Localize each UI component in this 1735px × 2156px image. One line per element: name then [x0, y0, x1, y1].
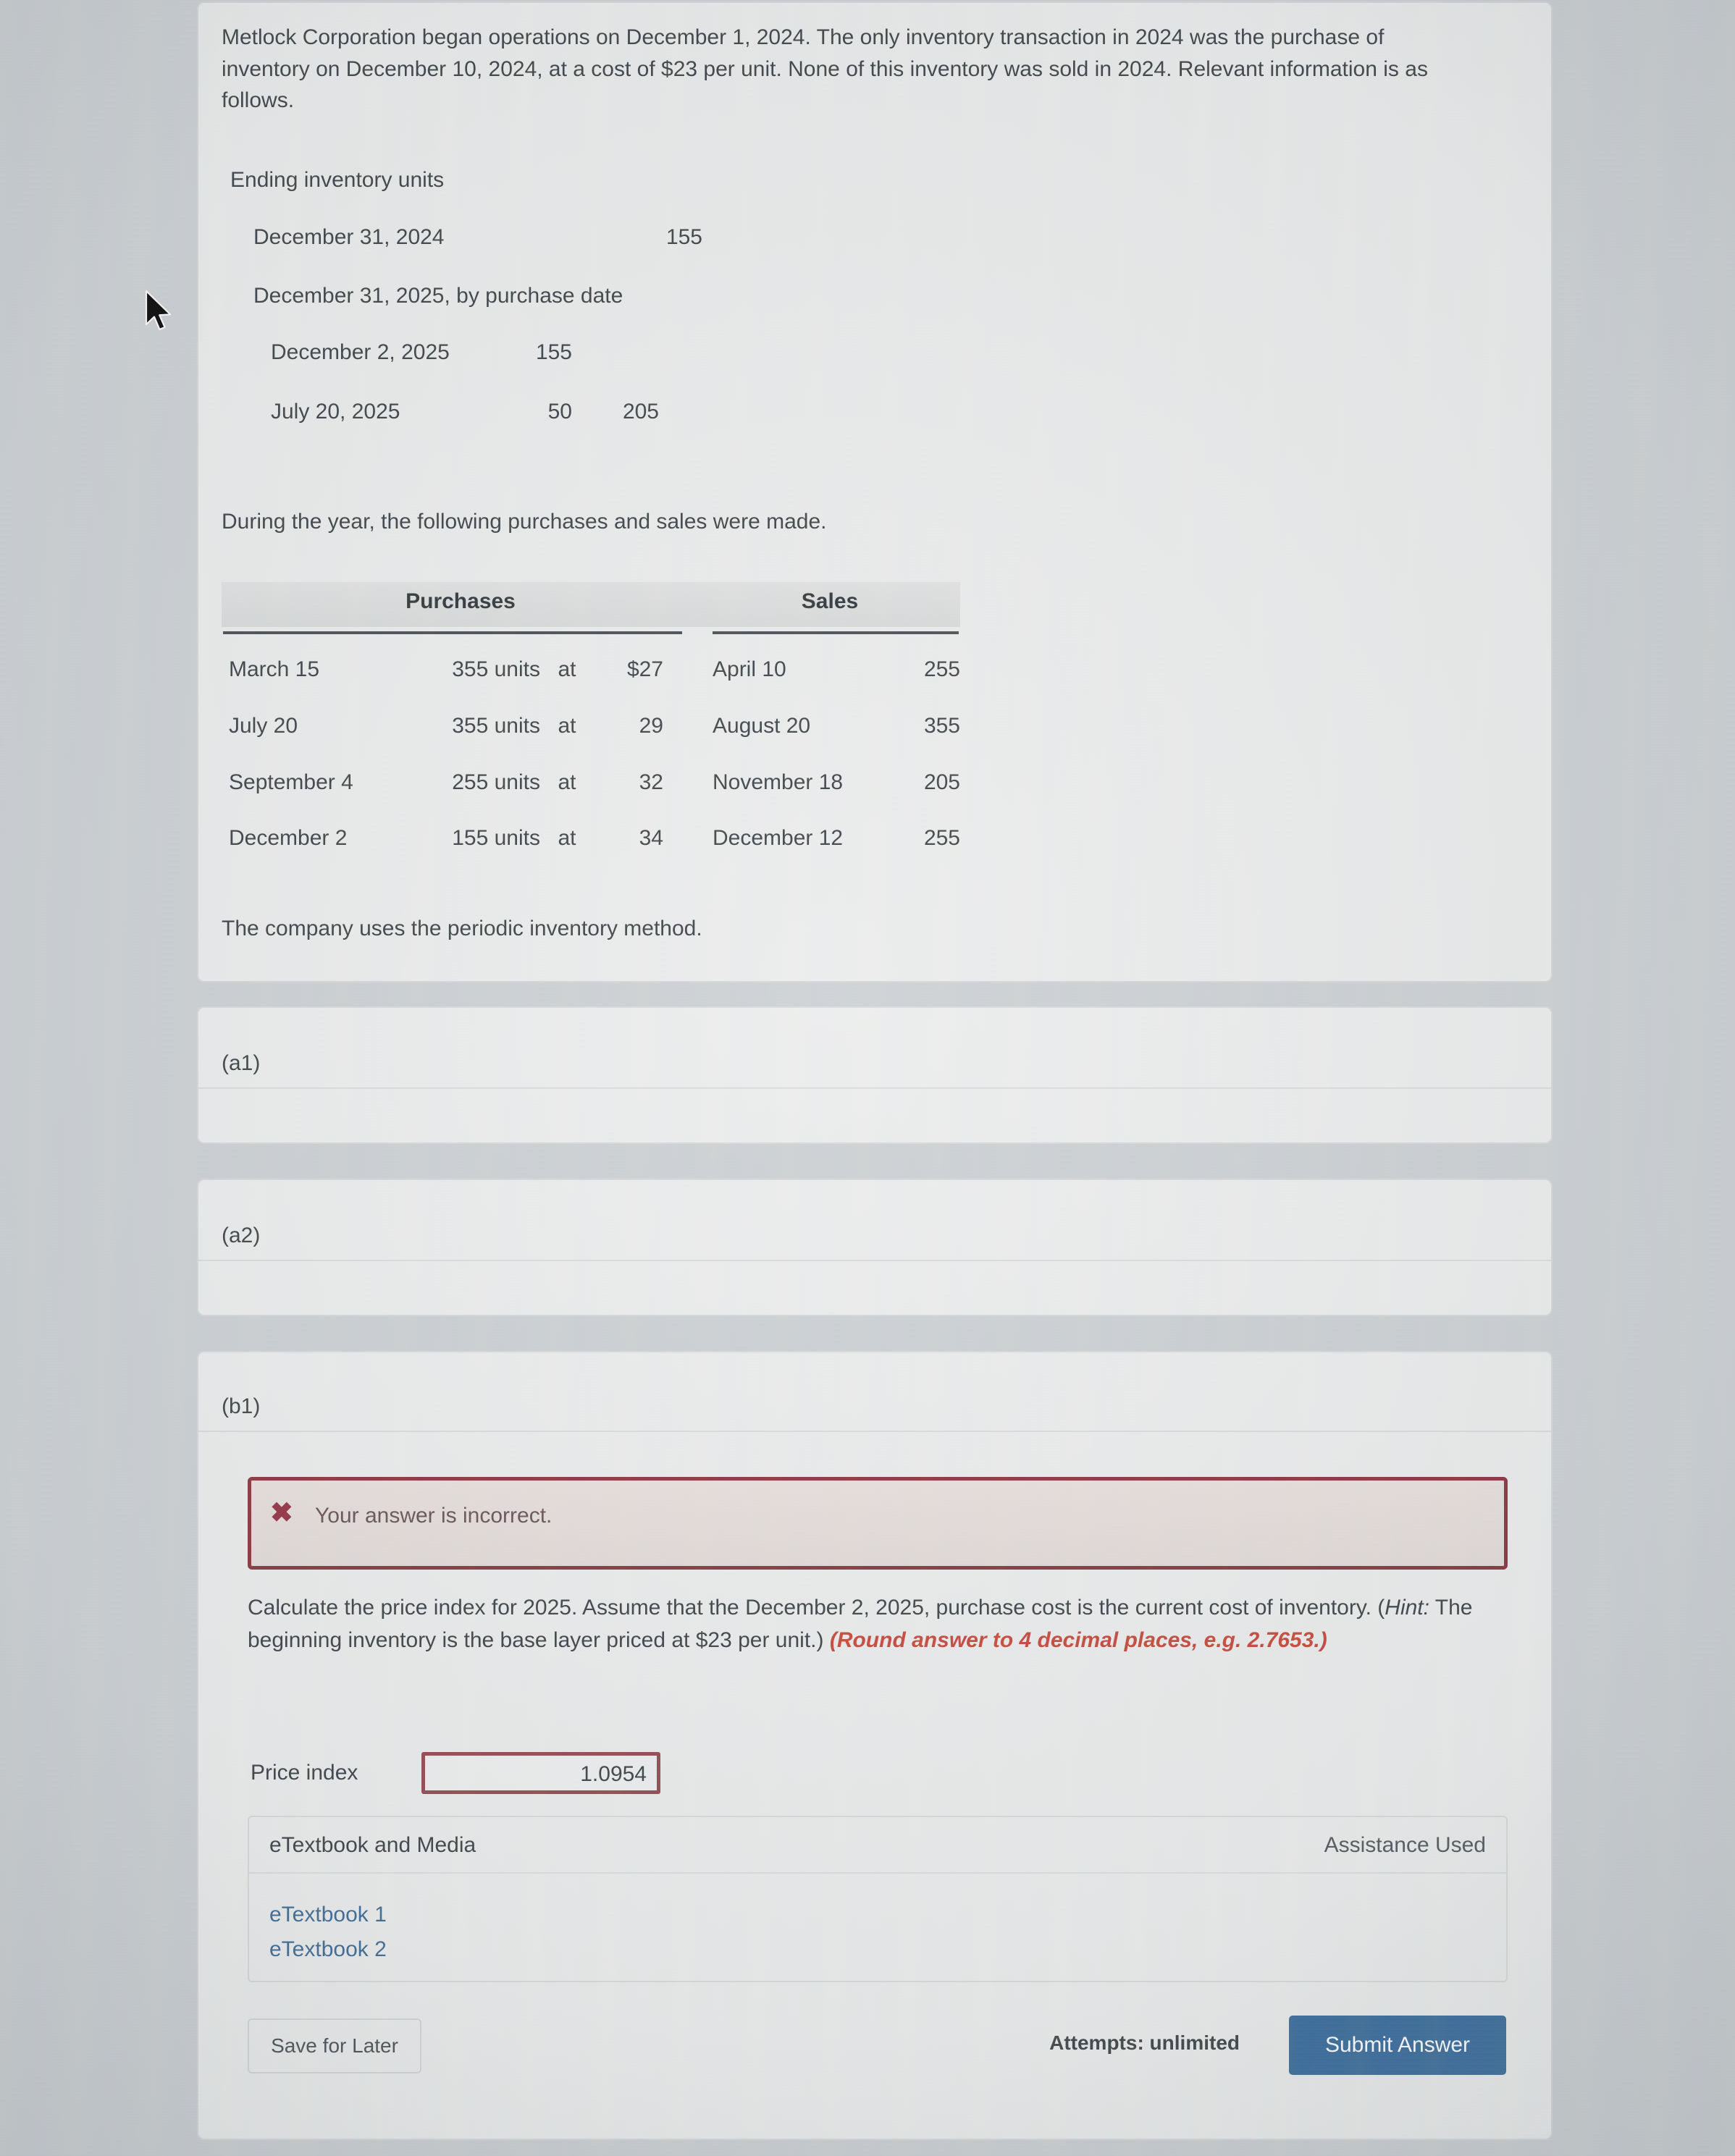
section-a2-label: (a2) — [222, 1224, 261, 1247]
purchase-date: July 20 — [229, 714, 298, 738]
sale-date: December 12 — [713, 826, 844, 850]
section-a1[interactable]: (a1) — [197, 1006, 1553, 1144]
section-b1: (b1) ✖ Your answer is incorrect. Calcula… — [197, 1351, 1553, 2140]
etextbook-title: eTextbook and Media — [269, 1833, 476, 1857]
purchase-at: at — [558, 770, 576, 794]
section-divider — [198, 1087, 1551, 1089]
periodic-method-note: The company uses the periodic inventory … — [222, 917, 702, 940]
purchase-units: 355 units — [452, 714, 540, 738]
x-mark-icon: ✖ — [270, 1498, 293, 1528]
etextbook-link-2[interactable]: eTextbook 2 — [269, 1937, 387, 1961]
purchase-cost: 34 — [639, 826, 663, 850]
problem-statement-card: Metlock Corporation began operations on … — [197, 1, 1553, 982]
section-a2[interactable]: (a2) — [197, 1179, 1553, 1316]
purchase-date: December 2 — [229, 826, 348, 850]
purchase-date: September 4 — [229, 770, 353, 794]
inventory-row-label: July 20, 2025 — [271, 400, 400, 424]
sale-quantity: 205 — [923, 770, 960, 794]
section-b1-label: (b1) — [222, 1394, 261, 1418]
table-header-band — [222, 582, 960, 627]
etextbook-panel: eTextbook and Media Assistance Used eTex… — [248, 1816, 1508, 1982]
inventory-row-value-1: 50 — [547, 400, 572, 424]
section-a1-label: (a1) — [222, 1051, 261, 1075]
section-divider — [198, 1260, 1551, 1261]
mouse-cursor — [145, 290, 172, 331]
submit-answer-button[interactable]: Submit Answer — [1289, 2016, 1506, 2075]
ending-inventory-title: Ending inventory units — [230, 168, 445, 192]
inventory-row: December 31, 2024 155 — [253, 225, 1122, 250]
attempts-counter: Attempts: unlimited — [1049, 2031, 1240, 2054]
etextbook-header: eTextbook and Media Assistance Used — [249, 1817, 1506, 1872]
inventory-row: December 2, 2025 155 — [271, 340, 1140, 365]
purchases-underline — [223, 631, 682, 634]
sale-quantity: 255 — [923, 826, 960, 850]
etextbook-divider — [249, 1872, 1506, 1874]
purchase-date: March 15 — [229, 657, 320, 681]
purchase-at: at — [558, 714, 576, 738]
purchase-units: 155 units — [452, 826, 540, 850]
question-part-1: Calculate the price index for 2025. Assu… — [248, 1596, 1385, 1620]
hint-keyword: Hint: — [1385, 1596, 1429, 1620]
purchase-cost: 32 — [639, 770, 663, 794]
purchase-at: at — [558, 826, 576, 850]
price-index-row: Price index 1.0954 — [251, 1752, 975, 1797]
sale-quantity: 255 — [923, 657, 960, 681]
inventory-row-label: December 2, 2025 — [271, 340, 450, 364]
sale-quantity: 355 — [923, 714, 960, 738]
assistance-used-label: Assistance Used — [1324, 1833, 1486, 1857]
inventory-row-label: December 31, 2025, by purchase date — [253, 284, 623, 308]
price-index-label: Price index — [251, 1761, 358, 1785]
intro-paragraph: Metlock Corporation began operations on … — [222, 25, 1428, 112]
question-text: Calculate the price index for 2025. Assu… — [248, 1591, 1522, 1656]
sale-date: August 20 — [713, 714, 811, 738]
inventory-row-label: December 31, 2024 — [253, 225, 445, 249]
inventory-row-value-2: 155 — [665, 225, 702, 249]
inventory-row: July 20, 2025 50 205 — [271, 400, 1140, 424]
purchase-at: at — [558, 657, 576, 681]
purchase-units: 255 units — [452, 770, 540, 794]
incorrect-answer-banner: ✖ Your answer is incorrect. — [248, 1477, 1508, 1570]
sales-underline — [713, 631, 959, 634]
inventory-row-value-2: 205 — [622, 400, 659, 424]
price-index-value: 1.0954 — [580, 1762, 647, 1786]
etextbook-link-1[interactable]: eTextbook 1 — [269, 1903, 387, 1926]
incorrect-answer-message: Your answer is incorrect. — [315, 1504, 553, 1528]
rounding-instruction: (Round answer to 4 decimal places, e.g. … — [829, 1628, 1327, 1652]
sale-date: November 18 — [713, 770, 844, 794]
sale-date: April 10 — [713, 657, 786, 681]
section-divider — [198, 1431, 1551, 1432]
purchase-units: 355 units — [452, 657, 540, 681]
inventory-row-value-1: 155 — [535, 340, 572, 364]
question-part-2: The beginning inventory is the base laye… — [248, 1596, 1473, 1652]
during-year-text: During the year, the following purchases… — [222, 510, 827, 534]
column-group-purchases: Purchases — [406, 589, 516, 613]
purchase-cost: $27 — [626, 657, 663, 681]
save-for-later-button[interactable]: Save for Later — [248, 2018, 421, 2073]
inventory-row: December 31, 2025, by purchase date — [253, 284, 1122, 308]
purchase-cost: 29 — [639, 714, 663, 738]
column-group-sales: Sales — [801, 589, 859, 613]
price-index-input[interactable]: 1.0954 — [421, 1752, 660, 1794]
